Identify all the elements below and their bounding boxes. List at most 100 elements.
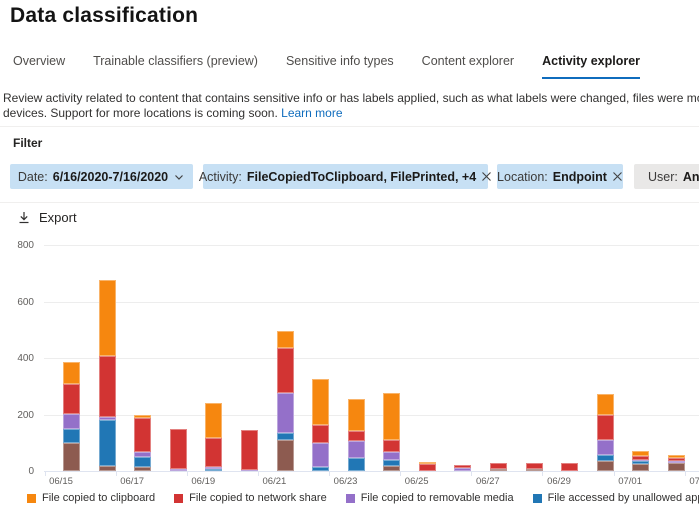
bar-segment — [596, 393, 614, 416]
chart-bar[interactable] — [454, 465, 472, 471]
legend-item[interactable]: File copied to network share — [174, 492, 327, 504]
close-icon[interactable] — [612, 171, 623, 182]
legend-swatch — [27, 493, 36, 503]
tab-trainable-classifiers[interactable]: Trainable classifiers (preview) — [93, 54, 258, 68]
axis-tick — [613, 471, 615, 476]
chart-bar[interactable] — [490, 463, 508, 471]
chart-bar[interactable] — [134, 415, 152, 471]
bar-segment — [134, 418, 152, 452]
close-icon[interactable] — [481, 171, 492, 182]
chart-bar[interactable] — [276, 331, 294, 471]
date-filter-pill[interactable]: Date: 6/16/2020-7/16/2020 — [10, 164, 193, 189]
tab-sensitive-info-types[interactable]: Sensitive info types — [285, 54, 394, 68]
chart-bar[interactable] — [312, 379, 330, 471]
chart-bar[interactable] — [63, 362, 81, 471]
filter-pill-row: Date: 6/16/2020-7/16/2020 Activity: File… — [0, 164, 699, 189]
x-axis-label: 06/29 — [547, 476, 571, 487]
chart-legend: File copied to clipboard File copied to n… — [27, 492, 699, 504]
bar-segment — [383, 465, 401, 471]
bar-segment — [134, 457, 152, 467]
separator — [0, 126, 699, 127]
y-axis-label: 400 — [17, 353, 34, 364]
bar-segment — [667, 454, 685, 459]
description-line2: devices. Support for more locations is c… — [3, 106, 278, 120]
axis-tick — [400, 471, 402, 476]
location-filter-pill[interactable]: Location: Endpoint — [497, 164, 623, 189]
activity-filter-pill[interactable]: Activity: FileCopiedToClipboard, FilePri… — [199, 164, 492, 189]
chart-bar[interactable] — [596, 393, 614, 471]
bar-segment — [383, 451, 401, 460]
bar-segment — [312, 443, 330, 467]
bar-segment — [276, 433, 294, 440]
bar-segment — [632, 460, 650, 465]
x-axis-label: 07/03 — [689, 476, 699, 487]
chart-bar[interactable] — [525, 462, 543, 471]
bar-segment — [667, 463, 685, 471]
bar-segment — [347, 440, 365, 459]
x-axis-label: 06/27 — [475, 476, 500, 487]
legend-swatch — [345, 493, 355, 503]
x-axis-label: 06/17 — [120, 476, 145, 487]
bar-segment — [418, 461, 436, 464]
page-title: Data classification — [10, 4, 199, 27]
bar-segment — [632, 456, 650, 460]
bar-segment — [134, 466, 152, 471]
chart-bar[interactable] — [347, 399, 365, 471]
bar-segment — [596, 439, 614, 455]
bar-segment — [490, 469, 508, 471]
bar-segment — [98, 466, 116, 471]
y-axis-label: 800 — [17, 240, 34, 251]
x-axis-line — [44, 471, 699, 472]
axis-tick — [471, 471, 473, 476]
x-axis-label: 06/25 — [404, 476, 429, 487]
location-filter-label: Location: — [497, 169, 548, 184]
learn-more-link[interactable]: Learn more — [281, 106, 343, 120]
chart-bar[interactable] — [632, 450, 650, 471]
legend-swatch — [174, 493, 184, 503]
y-axis-label: 0 — [28, 466, 34, 477]
tab-content-explorer[interactable]: Content explorer — [421, 54, 515, 68]
y-axis-label: 600 — [17, 296, 34, 308]
bar-segment — [667, 460, 685, 464]
bar-segment — [312, 424, 330, 444]
legend-item[interactable]: File copied to clipboard — [27, 492, 155, 504]
chart-bar[interactable] — [241, 430, 259, 471]
bar-segment — [312, 379, 330, 425]
bar-segment — [347, 458, 365, 471]
activity-chart: File copied to clipboard File copied to n… — [0, 230, 699, 516]
bar-segment — [454, 468, 472, 471]
tab-bar: Overview Trainable classifiers (preview)… — [13, 54, 641, 79]
date-filter-label: Date: — [17, 169, 48, 184]
gridline — [44, 358, 699, 359]
bar-segment — [276, 348, 294, 394]
tab-overview[interactable]: Overview — [13, 54, 66, 68]
bar-segment — [169, 469, 187, 471]
legend-item[interactable]: File copied to removable media — [345, 492, 514, 504]
chart-bar[interactable] — [205, 402, 223, 471]
chevron-down-icon — [175, 174, 184, 180]
chart-bar[interactable] — [98, 280, 116, 471]
bar-segment — [241, 469, 259, 471]
bar-segment — [596, 454, 614, 462]
gridline — [44, 245, 699, 246]
bar-segment — [276, 439, 294, 471]
user-filter-value: Any — [682, 169, 699, 184]
filter-heading: Filter — [13, 136, 43, 150]
chart-bar[interactable] — [561, 463, 579, 471]
chart-bar[interactable] — [667, 454, 685, 471]
axis-tick — [115, 471, 117, 476]
chart-bar[interactable] — [383, 393, 401, 471]
activity-filter-label: Activity: — [198, 169, 242, 184]
user-filter-pill[interactable]: User: Any — [634, 164, 699, 189]
export-button[interactable]: Export — [18, 210, 77, 225]
bar-segment — [169, 428, 187, 470]
y-axis-label: 200 — [17, 409, 34, 421]
separator — [0, 202, 699, 203]
chart-bar[interactable] — [169, 428, 187, 471]
legend-item[interactable]: File accessed by unallowed app — [532, 492, 699, 504]
chart-bar[interactable] — [418, 461, 436, 471]
bar-segment — [667, 458, 685, 461]
bar-segment — [63, 384, 81, 414]
tab-activity-explorer[interactable]: Activity explorer — [542, 54, 641, 79]
bar-segment — [98, 419, 116, 467]
